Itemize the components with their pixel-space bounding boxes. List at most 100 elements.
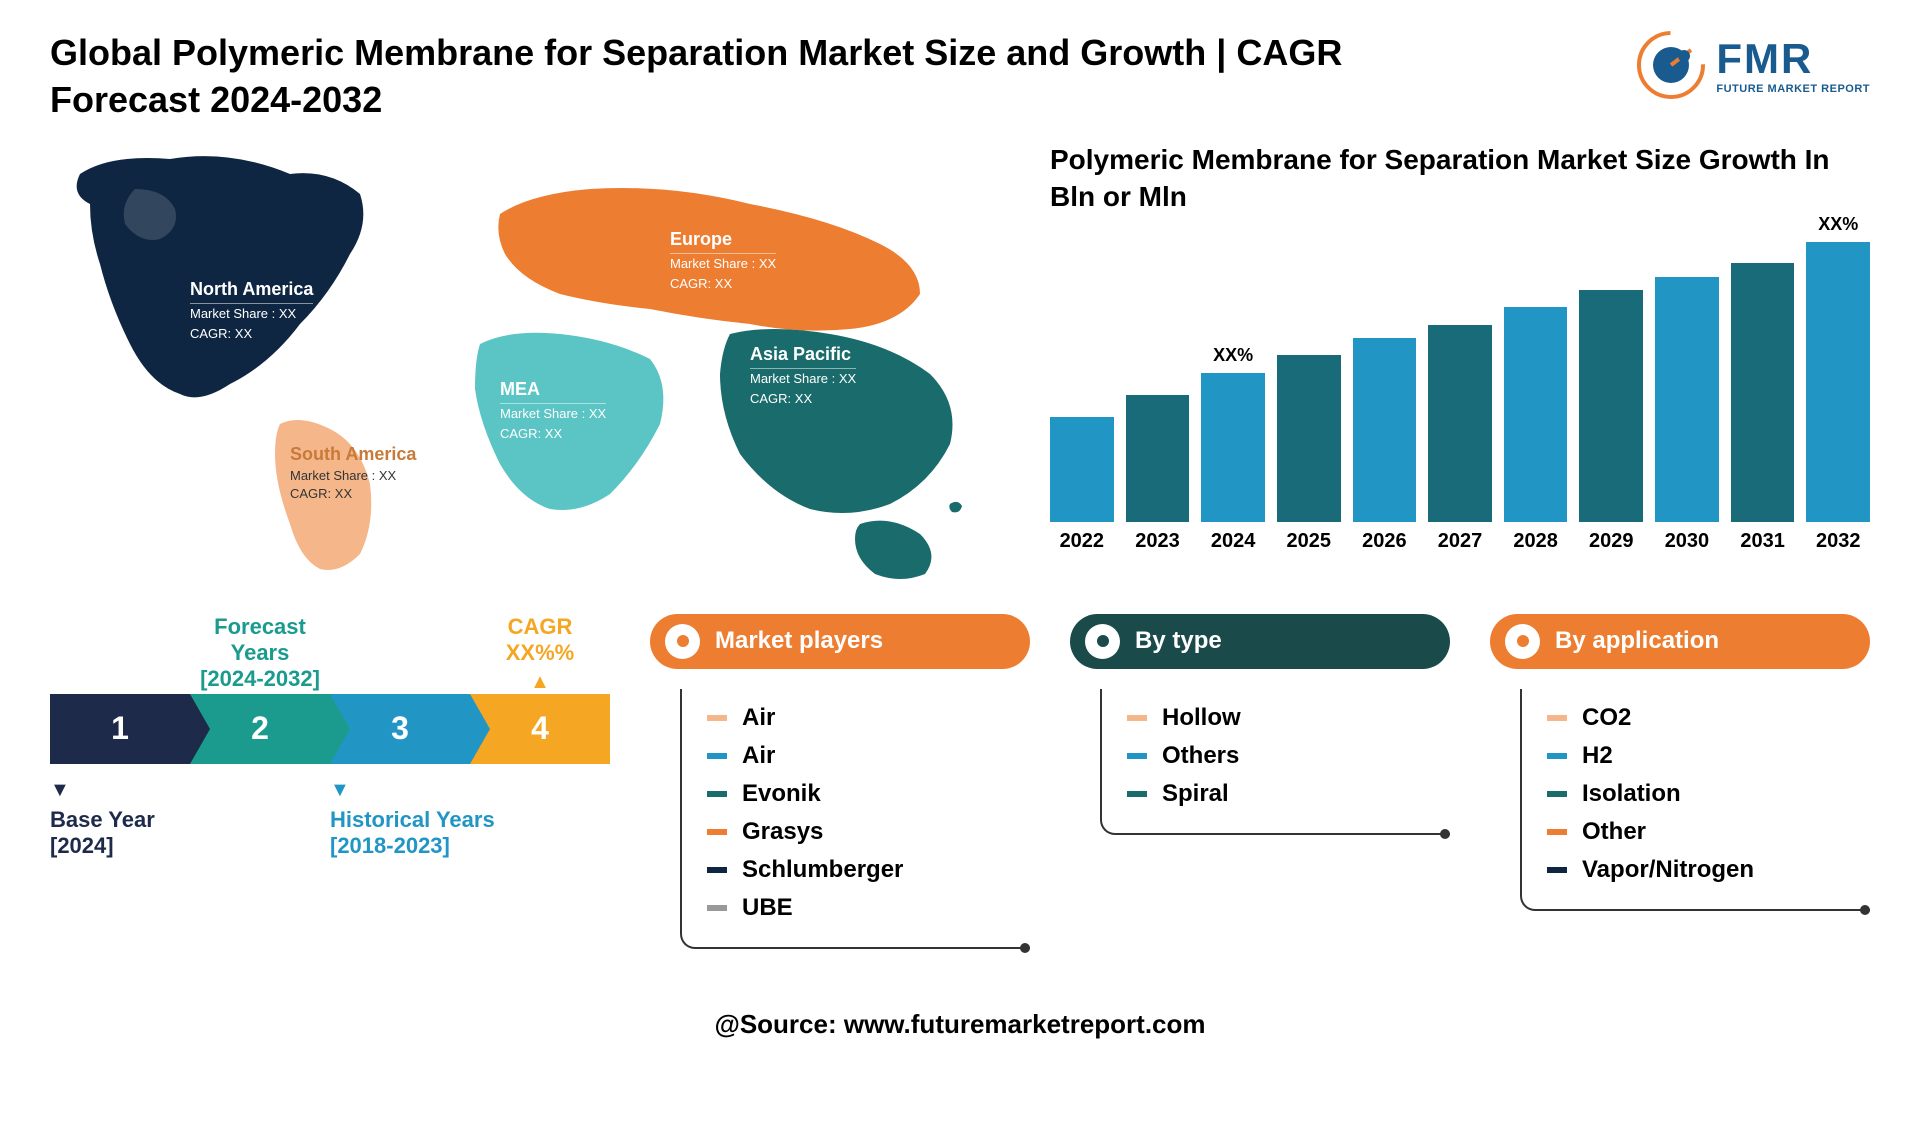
bar [1126,395,1190,522]
bar-year-label: 2026 [1362,530,1407,553]
category-item-label: Isolation [1582,780,1681,808]
category-item: Air [707,742,1015,770]
category-marker [707,867,727,873]
timeline-boxes: 1234 [50,694,610,764]
bar: XX% [1201,373,1265,522]
bar-year-label: 2030 [1665,530,1710,553]
category-marker [1547,829,1567,835]
category-item: Schlumberger [707,856,1015,884]
bar-column: XX% 2032 [1806,242,1870,553]
bar-column: 2030 [1655,277,1719,553]
category-column: By type Hollow Others Spiral [1070,614,1450,949]
category-marker [1127,715,1147,721]
bar-year-label: 2022 [1060,530,1105,553]
timeline-box: 4 [470,694,610,764]
category-item: Others [1127,742,1435,770]
timeline-bottom-labels: ▼Base Year[2024]▼Historical Years[2018-2… [50,779,610,879]
region-south-america: South America Market Share : XX CAGR: XX [290,444,416,501]
category-header: By application [1490,614,1870,669]
category-list: Hollow Others Spiral [1100,689,1450,835]
category-list: CO2 H2 Isolation Other Vapor/Nitrogen [1520,689,1870,911]
region-north-america: North America Market Share : XX CAGR: XX [190,279,313,341]
bar: XX% [1806,242,1870,522]
timeline-box: 1 [50,694,190,764]
category-column: Market players Air Air Evonik Grasys Sch… [650,614,1030,949]
bar [1050,417,1114,522]
logo-icon [1636,30,1706,100]
bar-year-label: 2031 [1740,530,1785,553]
category-marker [1547,753,1567,759]
region-asia-pacific: Asia Pacific Market Share : XX CAGR: XX [750,344,856,406]
category-circle-icon [665,624,700,659]
bar-annotation: XX% [1818,214,1858,235]
category-item-label: Air [742,742,775,770]
bar-year-label: 2024 [1211,530,1256,553]
category-marker [1547,867,1567,873]
timeline-box: 2 [190,694,330,764]
logo-sub: FUTURE MARKET REPORT [1716,83,1870,95]
category-circle-icon [1085,624,1120,659]
bar-chart-section: Polymeric Membrane for Separation Market… [1030,144,1870,584]
category-item-label: Grasys [742,818,823,846]
category-marker [1127,791,1147,797]
category-header: Market players [650,614,1030,669]
timeline-box: 3 [330,694,470,764]
bar-column: 2025 [1277,355,1341,552]
region-mea: MEA Market Share : XX CAGR: XX [500,379,606,441]
bar-column: 2031 [1731,263,1795,552]
category-marker [707,791,727,797]
world-map: North America Market Share : XX CAGR: XX… [50,144,1000,584]
bar [1579,290,1643,522]
region-europe: Europe Market Share : XX CAGR: XX [670,229,776,291]
category-item-label: CO2 [1582,704,1631,732]
category-list: Air Air Evonik Grasys Schlumberger UBE [680,689,1030,949]
bar-annotation: XX% [1213,345,1253,366]
bar-column: 2022 [1050,417,1114,553]
category-item-label: Schlumberger [742,856,903,884]
bar-column: 2029 [1579,290,1643,553]
category-item: Isolation [1547,780,1855,808]
chart-subtitle: Bln or Mln [1050,181,1870,213]
bar-year-label: 2028 [1513,530,1558,553]
category-item-label: Evonik [742,780,821,808]
timeline: Forecast Years[2024-2032]▲CAGRXX%%▲ 1234… [50,614,610,879]
category-item-label: Spiral [1162,780,1229,808]
bar [1731,263,1795,521]
bar-year-label: 2027 [1438,530,1483,553]
category-item-label: UBE [742,894,793,922]
bottom-section: Forecast Years[2024-2032]▲CAGRXX%%▲ 1234… [50,614,1870,949]
bar-year-label: 2029 [1589,530,1634,553]
category-marker [1547,791,1567,797]
category-item-label: Other [1582,818,1646,846]
bar-year-label: 2032 [1816,530,1861,553]
category-item: Hollow [1127,704,1435,732]
categories: Market players Air Air Evonik Grasys Sch… [650,614,1870,949]
bar-column: 2026 [1353,338,1417,553]
category-header: By type [1070,614,1450,669]
category-item: H2 [1547,742,1855,770]
logo-main: FMR [1716,35,1870,83]
bar [1504,307,1568,521]
bar [1655,277,1719,522]
bar-chart: 2022 2023 XX% 2024 2025 2026 2027 2028 2… [1050,233,1870,553]
chart-title: Polymeric Membrane for Separation Market… [1050,144,1870,176]
logo-text: FMR FUTURE MARKET REPORT [1716,35,1870,95]
header: Global Polymeric Membrane for Separation… [50,30,1870,124]
map-svg [50,144,1000,584]
category-marker [707,715,727,721]
bar [1353,338,1417,522]
category-marker [1127,753,1147,759]
category-marker [707,753,727,759]
category-circle-icon [1505,624,1540,659]
category-item: Vapor/Nitrogen [1547,856,1855,884]
category-item-label: Others [1162,742,1239,770]
category-item: Evonik [707,780,1015,808]
category-item: UBE [707,894,1015,922]
category-marker [707,905,727,911]
bar-year-label: 2025 [1286,530,1331,553]
bar-column: 2028 [1504,307,1568,552]
category-item: Air [707,704,1015,732]
logo: FMR FUTURE MARKET REPORT [1636,30,1870,100]
bar [1428,325,1492,522]
category-title: By application [1555,627,1719,655]
